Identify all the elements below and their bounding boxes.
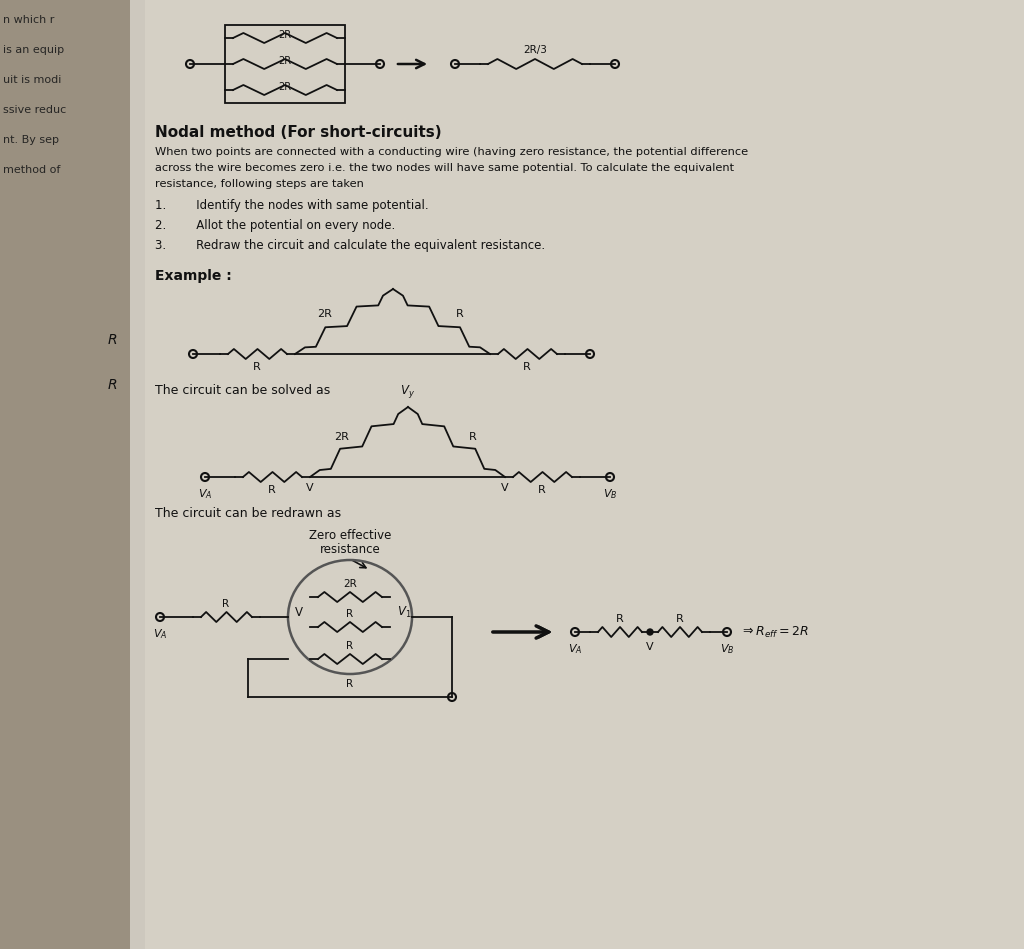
Text: V: V bbox=[646, 642, 653, 652]
Text: $V_A$: $V_A$ bbox=[198, 487, 212, 501]
Text: R: R bbox=[346, 609, 353, 619]
Text: V: V bbox=[501, 483, 509, 493]
Text: 3.        Redraw the circuit and calculate the equivalent resistance.: 3. Redraw the circuit and calculate the … bbox=[155, 239, 545, 252]
Text: 2R: 2R bbox=[343, 579, 357, 589]
Text: resistance, following steps are taken: resistance, following steps are taken bbox=[155, 179, 364, 189]
Text: R: R bbox=[616, 614, 624, 624]
Bar bbox=[145, 0, 1024, 949]
Text: is an equip: is an equip bbox=[3, 45, 65, 55]
Text: 2R/3: 2R/3 bbox=[523, 45, 547, 55]
Text: ssive reduc: ssive reduc bbox=[3, 105, 67, 115]
Text: R: R bbox=[253, 362, 261, 372]
Text: uit is modi: uit is modi bbox=[3, 75, 61, 85]
Text: V: V bbox=[295, 605, 303, 619]
Text: 2R: 2R bbox=[279, 56, 292, 66]
Text: R: R bbox=[268, 485, 275, 495]
Text: 2R: 2R bbox=[335, 432, 349, 442]
Text: $V_A$: $V_A$ bbox=[568, 642, 583, 656]
Text: R: R bbox=[108, 378, 118, 392]
Text: The circuit can be solved as: The circuit can be solved as bbox=[155, 384, 331, 397]
Bar bbox=[130, 0, 1024, 949]
Text: R: R bbox=[676, 614, 684, 624]
Text: R: R bbox=[539, 485, 546, 495]
Text: nt. By sep: nt. By sep bbox=[3, 135, 59, 145]
Bar bbox=[225, 25, 345, 103]
Text: Nodal method (For short-circuits): Nodal method (For short-circuits) bbox=[155, 125, 441, 140]
Text: $V_y$: $V_y$ bbox=[400, 383, 416, 400]
Text: 2R: 2R bbox=[317, 309, 333, 319]
Text: R: R bbox=[456, 309, 464, 319]
Text: V: V bbox=[306, 483, 313, 493]
Text: $V_B$: $V_B$ bbox=[720, 642, 734, 656]
Text: R: R bbox=[346, 679, 353, 689]
Text: $V_A$: $V_A$ bbox=[153, 627, 167, 641]
Bar bbox=[0, 0, 130, 949]
Text: 2.        Allot the potential on every node.: 2. Allot the potential on every node. bbox=[155, 219, 395, 232]
Text: When two points are connected with a conducting wire (having zero resistance, th: When two points are connected with a con… bbox=[155, 147, 749, 157]
Text: R: R bbox=[222, 599, 229, 609]
Circle shape bbox=[647, 629, 653, 635]
Text: $V_B$: $V_B$ bbox=[603, 487, 617, 501]
Text: The circuit can be redrawn as: The circuit can be redrawn as bbox=[155, 507, 341, 520]
Text: 2R: 2R bbox=[279, 30, 292, 40]
Text: $V_1$: $V_1$ bbox=[397, 605, 412, 620]
Text: n which r: n which r bbox=[3, 15, 54, 25]
Text: resistance: resistance bbox=[319, 543, 380, 556]
Text: 2R: 2R bbox=[279, 82, 292, 92]
Text: R: R bbox=[108, 333, 118, 347]
Text: method of: method of bbox=[3, 165, 60, 175]
Text: Example :: Example : bbox=[155, 269, 231, 283]
Text: R: R bbox=[346, 641, 353, 651]
Text: 1.        Identify the nodes with same potential.: 1. Identify the nodes with same potentia… bbox=[155, 199, 429, 212]
Text: R: R bbox=[523, 362, 530, 372]
Text: $\Rightarrow R_{eff}=2R$: $\Rightarrow R_{eff}=2R$ bbox=[740, 624, 809, 640]
Text: R: R bbox=[469, 432, 477, 442]
Text: Zero effective: Zero effective bbox=[309, 529, 391, 542]
Text: across the wire becomes zero i.e. the two nodes will have same potential. To cal: across the wire becomes zero i.e. the tw… bbox=[155, 163, 734, 173]
